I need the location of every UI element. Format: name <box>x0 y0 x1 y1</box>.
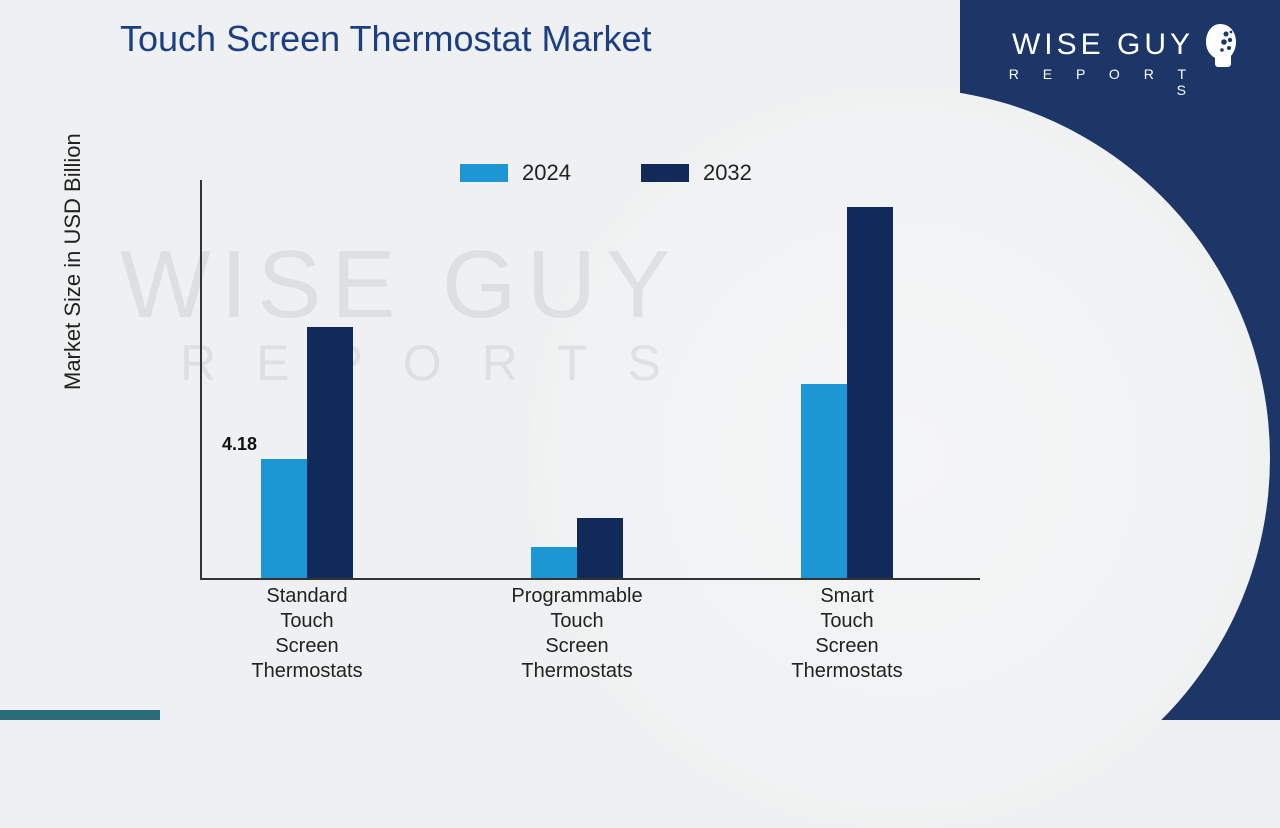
bar <box>261 459 307 578</box>
bar-group: ProgrammableTouchScreenThermostats <box>492 518 662 578</box>
category-label: SmartTouchScreenThermostats <box>757 578 937 684</box>
y-axis-label: Market Size in USD Billion <box>60 133 86 390</box>
brand-head-icon <box>1200 22 1240 68</box>
bar-chart: Market Size in USD Billion 2024 2032 Sta… <box>100 160 980 690</box>
bar <box>577 518 623 578</box>
bar-group: SmartTouchScreenThermostats <box>762 207 932 578</box>
category-label: ProgrammableTouchScreenThermostats <box>487 578 667 684</box>
value-label: 4.18 <box>222 434 257 455</box>
brand-bottom-text: R E P O R T S <box>980 66 1240 98</box>
category-label: StandardTouchScreenThermostats <box>217 578 397 684</box>
plot-area: StandardTouchScreenThermostats4.18 Progra… <box>200 180 980 580</box>
bar <box>801 384 847 578</box>
brand-top-text: WISE GUY <box>1012 28 1194 62</box>
bar <box>307 327 353 578</box>
bar-group: StandardTouchScreenThermostats4.18 <box>222 327 392 578</box>
bar <box>531 547 577 578</box>
bottom-accent-bar <box>0 710 160 720</box>
chart-title: Touch Screen Thermostat Market <box>120 18 652 60</box>
brand-logo: WISE GUY R E P O R T S <box>980 22 1240 98</box>
bar <box>847 207 893 578</box>
